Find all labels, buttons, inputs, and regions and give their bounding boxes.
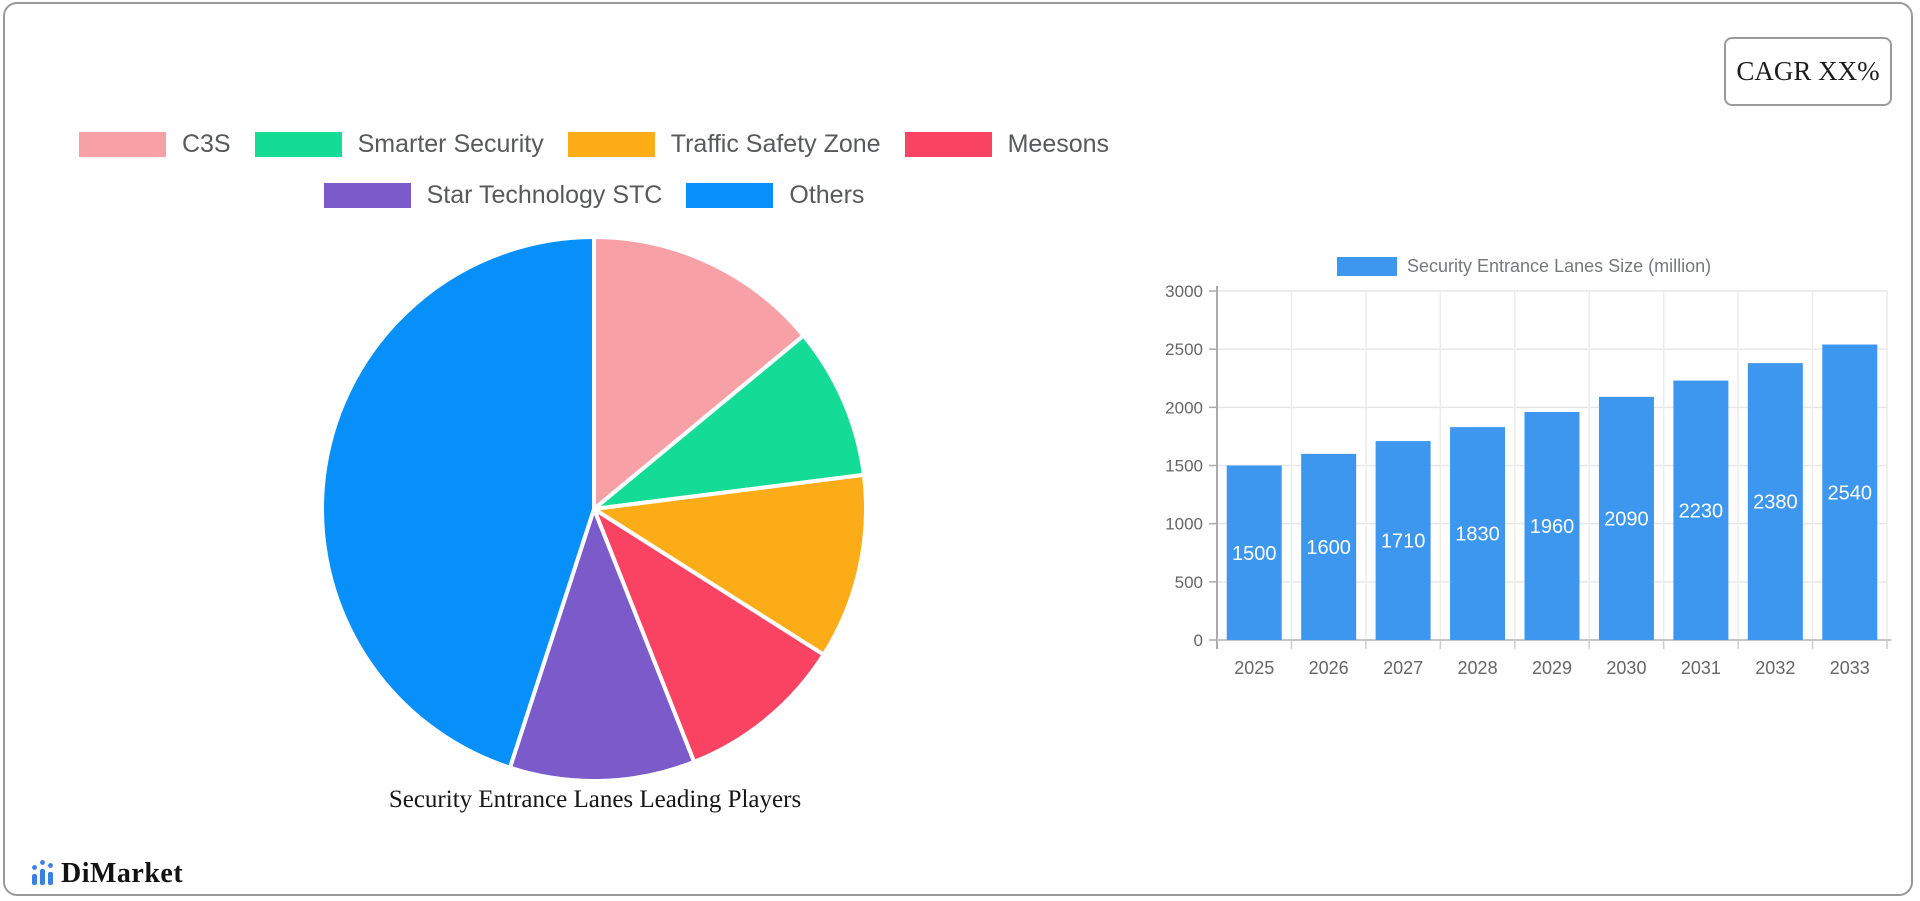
logo-bar <box>40 869 45 885</box>
bar-2032[interactable] <box>1747 363 1803 640</box>
legend-label: C3S <box>181 130 231 158</box>
bar-2029[interactable] <box>1524 411 1580 640</box>
legend-row: C3S Smarter Security Traffic Safety Zone Me… <box>78 130 1110 159</box>
x-axis-label-2025: 2025 <box>1234 658 1274 678</box>
legend-item-c3s[interactable]: C3S <box>78 130 231 159</box>
legend-item-others[interactable]: Others <box>686 181 864 210</box>
cagr-box: CAGR XX% <box>1724 37 1892 106</box>
pie-legend: C3S Smarter Security Traffic Safety Zone Me… <box>5 130 1183 210</box>
y-axis-label: 2000 <box>1165 398 1203 417</box>
legend-item-traffic-safety-zone[interactable]: Traffic Safety Zone <box>567 130 881 159</box>
bar-value-label: 1500 <box>1232 543 1277 565</box>
legend-swatch <box>78 132 166 157</box>
x-axis-label-2028: 2028 <box>1458 658 1498 678</box>
pie-slice-others[interactable] <box>319 235 596 770</box>
pie-title: Security Entrance Lanes Leading Players <box>388 786 802 813</box>
logo-bar <box>32 874 37 885</box>
pie-chart <box>319 235 868 783</box>
bar-value-label: 2540 <box>1828 482 1873 504</box>
bar-2031[interactable] <box>1673 380 1729 640</box>
report-card: CAGR XX% C3S Smarter Security Traffic Safe… <box>3 2 1913 896</box>
bar-chart: 0 500 1000 1500 2000 2500 3000 1500 2025 1600 2026… <box>1165 284 1891 678</box>
logo-text: DiMarket <box>61 858 184 889</box>
dimarket-logo: DiMarket <box>31 858 183 890</box>
bar-2033[interactable] <box>1822 344 1878 640</box>
bar-legend-label: Security Entrance Lanes Size (million) <box>1407 256 1712 276</box>
legend-item-star-technology-stc[interactable]: Star Technology STC <box>323 181 663 210</box>
x-axis-label-2032: 2032 <box>1755 658 1795 678</box>
bar-legend-swatch <box>1337 257 1397 276</box>
x-axis-label-2031: 2031 <box>1681 658 1721 678</box>
x-axis-label-2029: 2029 <box>1532 658 1572 678</box>
bar-value-label: 2380 <box>1753 492 1798 514</box>
x-axis-label-2027: 2027 <box>1383 658 1423 678</box>
bar-2027[interactable] <box>1375 441 1431 640</box>
legend-swatch <box>567 132 655 157</box>
legend-label: Meesons <box>1007 130 1110 158</box>
pie-slice-smarter-security[interactable] <box>592 333 866 511</box>
legend-label: Smarter Security <box>357 130 544 158</box>
bar-value-label: 1960 <box>1530 516 1575 538</box>
logo-dot <box>48 863 53 868</box>
pie-slice-c3s[interactable] <box>592 235 806 511</box>
legend-label: Others <box>789 181 865 209</box>
bar-value-label: 1830 <box>1455 524 1500 546</box>
legend-label: Star Technology STC <box>426 181 663 209</box>
logo-dot <box>32 865 37 870</box>
legend-swatch <box>323 183 411 208</box>
x-axis-label-2030: 2030 <box>1606 658 1646 678</box>
y-axis-label: 3000 <box>1165 284 1203 301</box>
bar-chart-logo-icon <box>32 860 53 885</box>
bar-chart-legend[interactable]: Security Entrance Lanes Size (million) <box>1337 256 1711 277</box>
bar-2025[interactable] <box>1226 465 1282 641</box>
logo-dot <box>40 860 45 865</box>
bar-value-label: 1600 <box>1306 537 1351 559</box>
y-axis-label: 1500 <box>1165 457 1203 476</box>
y-axis-label: 0 <box>1194 631 1203 650</box>
y-axis-label: 500 <box>1175 573 1203 592</box>
x-axis-label-2033: 2033 <box>1830 658 1870 678</box>
legend-item-meesons[interactable]: Meesons <box>904 130 1110 159</box>
y-axis-label: 2500 <box>1165 340 1203 359</box>
bar-value-label: 2090 <box>1604 508 1649 530</box>
legend-item-smarter-security[interactable]: Smarter Security <box>254 130 544 159</box>
logo-bar <box>48 872 53 885</box>
legend-label: Traffic Safety Zone <box>670 130 881 158</box>
legend-row: Star Technology STC Others <box>323 181 864 210</box>
pie-slice-star-technology-stc[interactable] <box>507 507 697 783</box>
bar-2028[interactable] <box>1450 427 1506 640</box>
pie-slice-meesons[interactable] <box>592 507 826 764</box>
bar-value-label: 1710 <box>1381 531 1426 553</box>
y-axis-label: 1000 <box>1165 515 1203 534</box>
pie-slice-traffic-safety-zone[interactable] <box>592 472 868 657</box>
legend-swatch <box>904 132 992 157</box>
legend-swatch <box>254 132 342 157</box>
bar-value-label: 2230 <box>1679 500 1724 522</box>
legend-swatch <box>686 183 774 208</box>
bar-2026[interactable] <box>1301 453 1357 640</box>
cagr-label: CAGR XX% <box>1736 56 1880 86</box>
x-axis-label-2026: 2026 <box>1309 658 1349 678</box>
bar-2030[interactable] <box>1598 396 1654 640</box>
